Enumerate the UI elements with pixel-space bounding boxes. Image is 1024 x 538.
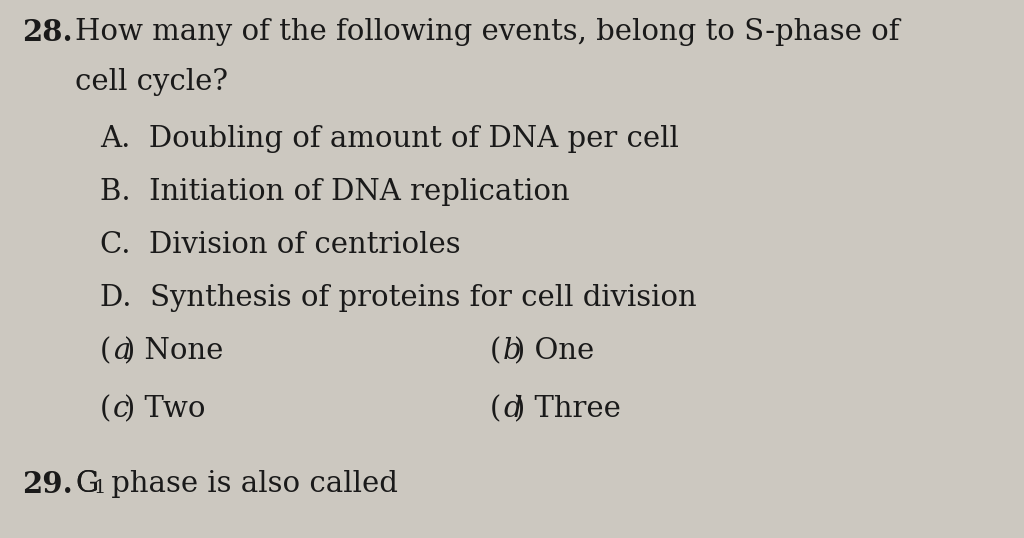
Text: d: d [503, 395, 521, 423]
Text: 1: 1 [94, 479, 106, 497]
Text: A.  Doubling of amount of DNA per cell: A. Doubling of amount of DNA per cell [100, 125, 679, 153]
Text: (: ( [490, 395, 502, 423]
Text: 28.: 28. [22, 18, 73, 47]
Text: (: ( [100, 395, 112, 423]
Text: How many of the following events, belong to S-phase of: How many of the following events, belong… [75, 18, 899, 46]
Text: ) One: ) One [514, 337, 594, 365]
Text: 29.: 29. [22, 470, 73, 499]
Text: a: a [113, 337, 130, 365]
Text: ) Two: ) Two [124, 395, 206, 423]
Text: (: ( [100, 337, 112, 365]
Text: ) Three: ) Three [514, 395, 621, 423]
Text: (: ( [490, 337, 502, 365]
Text: G: G [75, 470, 98, 498]
Text: B.  Initiation of DNA replication: B. Initiation of DNA replication [100, 178, 569, 206]
Text: phase is also called: phase is also called [102, 470, 398, 498]
Text: G: G [75, 470, 98, 498]
Text: ) None: ) None [124, 337, 223, 365]
Text: C.  Division of centrioles: C. Division of centrioles [100, 231, 461, 259]
Text: c: c [113, 395, 129, 423]
Text: b: b [503, 337, 521, 365]
Text: D.  Synthesis of proteins for cell division: D. Synthesis of proteins for cell divisi… [100, 284, 696, 312]
Text: cell cycle?: cell cycle? [75, 68, 228, 96]
